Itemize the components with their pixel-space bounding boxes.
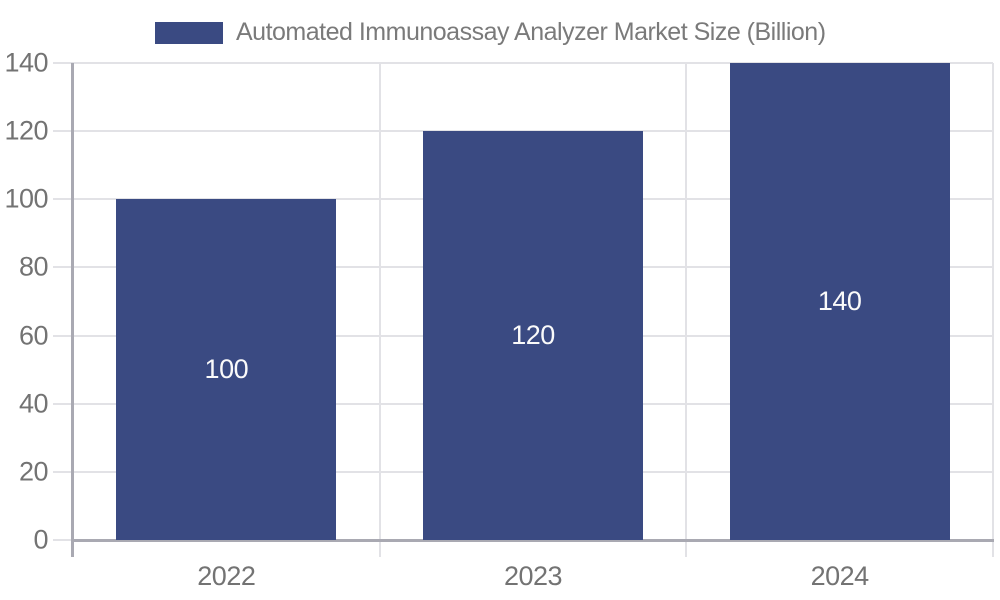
y-gridline — [73, 62, 993, 64]
plot-area: 0 20 40 60 80 100 120 140 100 2022 120 2023 140 2024 — [4, 49, 994, 590]
x-tick-label: 2022 — [197, 561, 256, 591]
bar-2024: 140 — [729, 63, 950, 540]
x-gridline — [992, 63, 994, 540]
legend: Automated Immunoassay Analyzer Market Si… — [155, 20, 826, 45]
y-tick-label: 120 — [4, 115, 48, 146]
y-tick-label: 80 — [18, 251, 49, 282]
y-tick-mark — [53, 539, 73, 541]
y-tick-mark — [53, 266, 73, 269]
bar-value-label: 120 — [511, 320, 555, 351]
y-tick-mark — [53, 130, 73, 133]
y-tick-mark — [53, 334, 73, 337]
bar-2022: 100 — [116, 199, 337, 540]
y-tick-mark — [53, 402, 73, 405]
x-tick-label: 2024 — [810, 561, 870, 591]
y-tick-label: 100 — [4, 183, 48, 214]
y-tick-label: 140 — [4, 47, 48, 78]
y-tick-mark — [53, 62, 73, 64]
left-spine — [71, 63, 74, 557]
y-tick-label: 20 — [18, 456, 49, 487]
bar-2023: 120 — [423, 131, 643, 540]
y-tick-mark — [53, 198, 73, 201]
legend-swatch — [155, 21, 223, 44]
bar-value-label: 100 — [204, 354, 249, 385]
y-tick-mark — [53, 470, 73, 473]
x-tick-mark — [378, 540, 381, 557]
x-tick-mark — [685, 540, 688, 557]
bar-value-label: 140 — [817, 286, 862, 316]
y-tick-label: 40 — [18, 388, 49, 419]
legend-label: Automated Immunoassay Analyzer Market Si… — [236, 18, 826, 46]
x-gridline — [685, 63, 688, 540]
bottom-spine — [71, 539, 994, 542]
x-tick-mark — [992, 540, 994, 557]
y-tick-label: 60 — [18, 320, 49, 351]
x-tick-label: 2023 — [503, 561, 563, 591]
y-tick-label: 0 — [33, 524, 48, 555]
x-gridline — [378, 63, 381, 540]
